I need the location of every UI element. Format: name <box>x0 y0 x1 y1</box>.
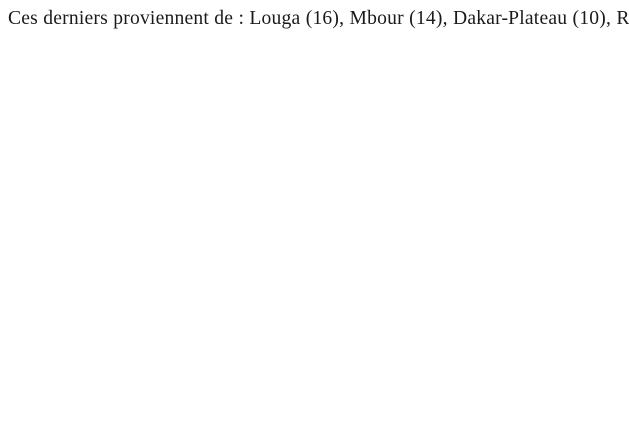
locality-list-paragraph: Ces derniers proviennent de : Louga (16)… <box>8 4 629 63</box>
locality-entry: Mbour (14) <box>350 8 443 29</box>
locality-name: Rufisque <box>616 8 629 29</box>
locality-entries: Louga (16), Mbour (14), Dakar-Plateau (1… <box>249 8 629 29</box>
locality-name: Louga <box>249 8 301 29</box>
paragraph-lead-in: Ces derniers proviennent de : <box>8 8 250 29</box>
locality-name: Mbour <box>349 8 404 29</box>
locality-name: Dakar-Plateau <box>453 8 568 29</box>
locality-count: (16) <box>305 8 340 29</box>
locality-separator: , <box>605 8 617 29</box>
locality-entry: Rufisque (10) <box>616 8 629 29</box>
locality-count: (14) <box>409 8 443 29</box>
locality-count: (10) <box>572 8 606 29</box>
locality-separator: , <box>339 8 350 29</box>
locality-entry: Dakar-Plateau (10) <box>453 8 606 29</box>
locality-separator: , <box>442 8 453 29</box>
locality-entry: Louga (16) <box>249 8 339 29</box>
